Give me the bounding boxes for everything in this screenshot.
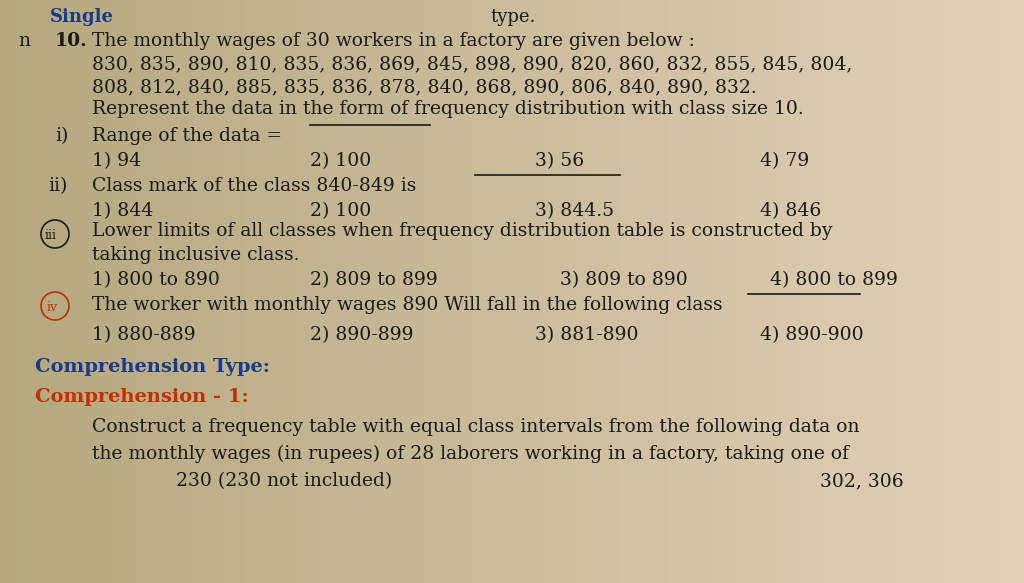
Text: The worker with monthly wages 890 Will fall in the following class: The worker with monthly wages 890 Will f…: [92, 296, 723, 314]
Text: 830, 835, 890, 810, 835, 836, 869, 845, 898, 890, 820, 860, 832, 855, 845, 804,: 830, 835, 890, 810, 835, 836, 869, 845, …: [92, 55, 852, 73]
Text: 2) 100: 2) 100: [310, 202, 372, 220]
Text: i): i): [55, 127, 69, 145]
Text: Range of the data =: Range of the data =: [92, 127, 283, 145]
Text: Represent the data in the form of frequency distribution with class size 10.: Represent the data in the form of freque…: [92, 100, 804, 118]
Text: 4) 79: 4) 79: [760, 152, 809, 170]
Text: 230 (230 not included): 230 (230 not included): [92, 472, 392, 490]
Text: ii): ii): [48, 177, 68, 195]
Text: 2) 100: 2) 100: [310, 152, 372, 170]
Text: 10.: 10.: [55, 32, 88, 50]
Text: 4) 800 to 899: 4) 800 to 899: [770, 271, 898, 289]
Text: type.: type.: [490, 8, 536, 26]
Text: Singlе: Singlе: [50, 8, 114, 26]
Text: the monthly wages (in rupees) of 28 laborers working in a factory, taking one of: the monthly wages (in rupees) of 28 labo…: [92, 445, 849, 463]
Text: 4) 846: 4) 846: [760, 202, 821, 220]
Text: 1) 800 to 890: 1) 800 to 890: [92, 271, 220, 289]
Text: Construct a frequency table with equal class intervals from the following data o: Construct a frequency table with equal c…: [92, 418, 859, 436]
Text: 302, 306: 302, 306: [820, 472, 903, 490]
Text: 3) 844.5: 3) 844.5: [535, 202, 614, 220]
Text: 3) 881-890: 3) 881-890: [535, 326, 639, 344]
Text: Class mark of the class 840-849 is: Class mark of the class 840-849 is: [92, 177, 417, 195]
Text: Comprehension - 1:: Comprehension - 1:: [35, 388, 249, 406]
Text: 4) 890-900: 4) 890-900: [760, 326, 863, 344]
Text: Comprehension Type:: Comprehension Type:: [35, 358, 270, 376]
Text: Lower limits of all classes when frequency distribution table is constructed by: Lower limits of all classes when frequen…: [92, 222, 833, 240]
Text: The monthly wages of 30 workers in a factory are given below :: The monthly wages of 30 workers in a fac…: [92, 32, 695, 50]
Text: 2) 809 to 899: 2) 809 to 899: [310, 271, 437, 289]
Text: 3) 809 to 890: 3) 809 to 890: [560, 271, 688, 289]
Text: n: n: [18, 32, 30, 50]
Text: taking inclusive class.: taking inclusive class.: [92, 246, 299, 264]
Text: 1) 880-889: 1) 880-889: [92, 326, 196, 344]
Text: 3) 56: 3) 56: [535, 152, 584, 170]
Text: iv: iv: [47, 301, 58, 314]
Text: 808, 812, 840, 885, 835, 836, 878, 840, 868, 890, 806, 840, 890, 832.: 808, 812, 840, 885, 835, 836, 878, 840, …: [92, 78, 757, 96]
Text: 1) 844: 1) 844: [92, 202, 154, 220]
Text: iii: iii: [45, 229, 57, 242]
Text: 2) 890-899: 2) 890-899: [310, 326, 414, 344]
Text: 1) 94: 1) 94: [92, 152, 141, 170]
